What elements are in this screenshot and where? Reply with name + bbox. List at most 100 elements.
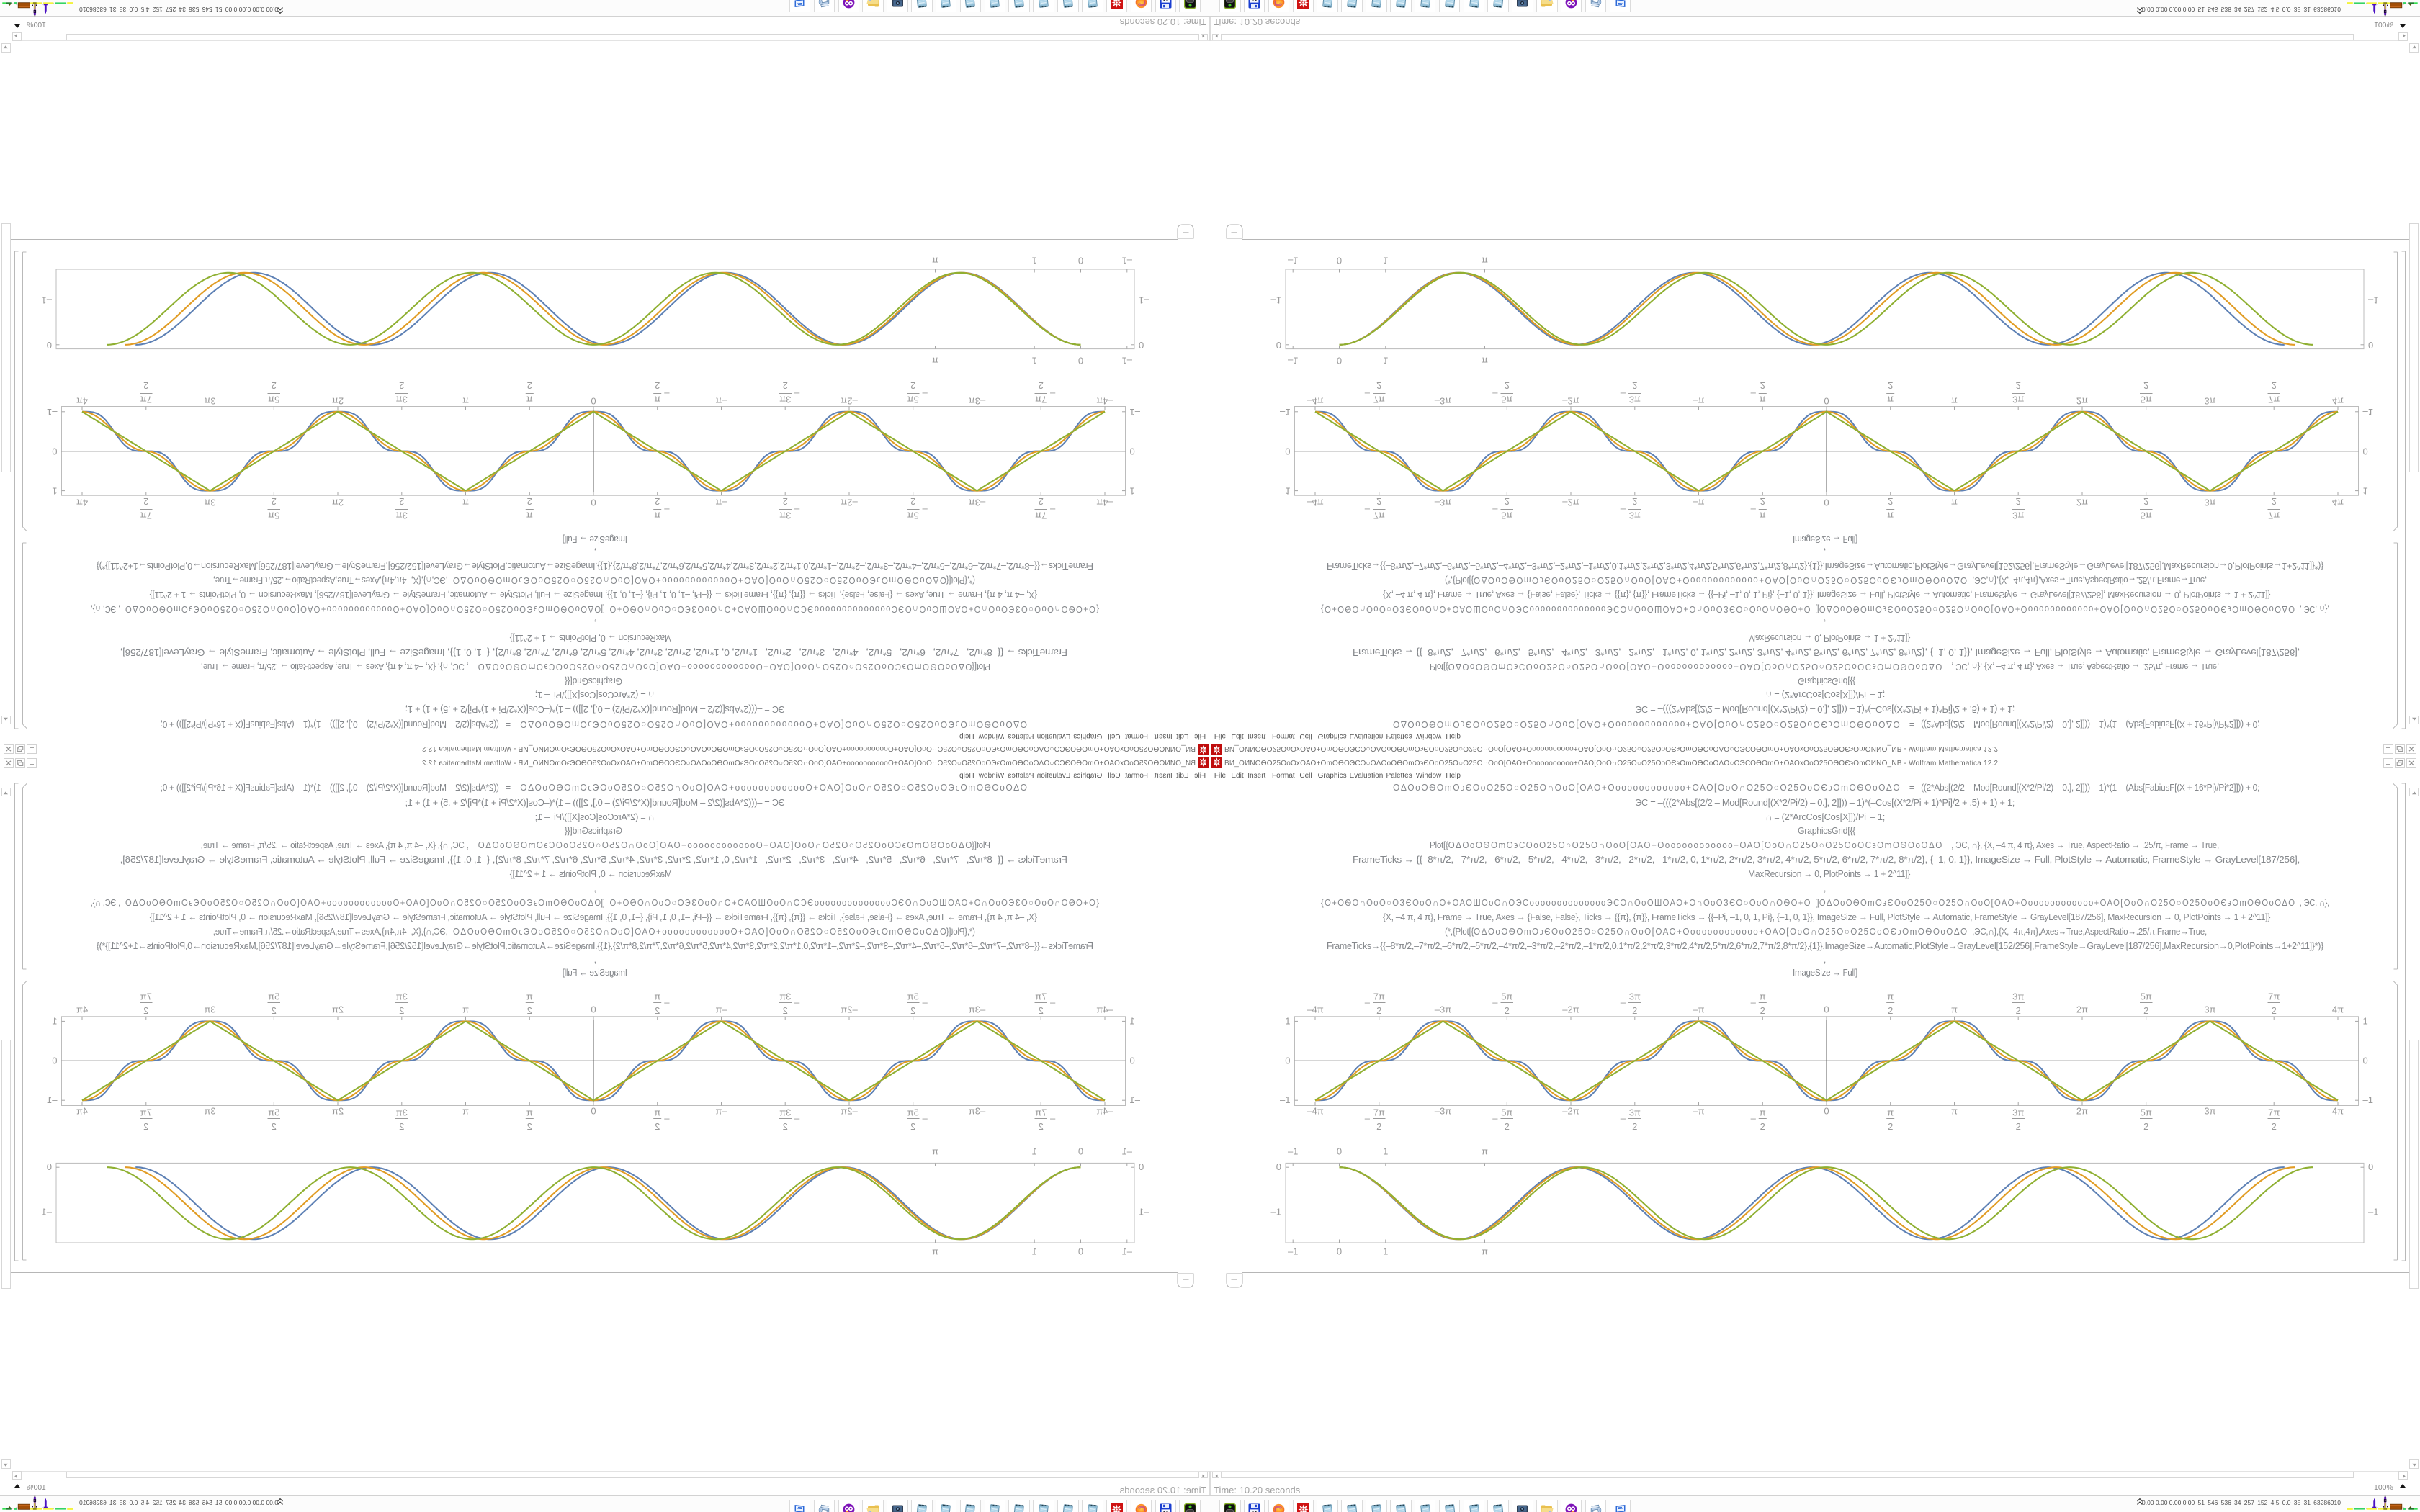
svg-text:2: 2 — [783, 1121, 788, 1132]
svg-text:7π: 7π — [140, 510, 152, 521]
svg-text:2: 2 — [143, 380, 148, 391]
svg-text:–: – — [1751, 1113, 1757, 1124]
svg-text:0: 0 — [2368, 340, 2373, 351]
svg-text:–4π: –4π — [1307, 1106, 1323, 1117]
svg-text:2: 2 — [1888, 1005, 1893, 1016]
svg-text:π: π — [932, 256, 938, 266]
svg-text:π: π — [932, 1246, 938, 1257]
svg-text:–: – — [794, 997, 799, 1008]
svg-text:4π: 4π — [76, 1004, 88, 1015]
svg-text:–: – — [1365, 997, 1371, 1008]
svg-text:3π: 3π — [2012, 991, 2024, 1002]
svg-text:π: π — [1482, 356, 1488, 366]
svg-text:–1: –1 — [1280, 1094, 1290, 1105]
svg-text:2: 2 — [655, 496, 660, 507]
svg-text:4π: 4π — [76, 396, 88, 407]
svg-text:–1: –1 — [1288, 256, 1298, 266]
svg-text:7π: 7π — [2268, 991, 2280, 1002]
svg-text:–1: –1 — [1122, 256, 1132, 266]
svg-text:–3π: –3π — [969, 396, 985, 407]
svg-text:–π: –π — [715, 1004, 727, 1015]
svg-text:3π: 3π — [2204, 1004, 2215, 1015]
svg-text:π: π — [1760, 1107, 1766, 1118]
svg-text:–: – — [1621, 1113, 1626, 1124]
svg-text:1: 1 — [1032, 356, 1037, 366]
svg-text:3π: 3π — [2204, 396, 2215, 407]
svg-text:5π: 5π — [268, 1107, 279, 1118]
svg-text:4π: 4π — [2332, 1106, 2344, 1117]
svg-text:–4π: –4π — [1096, 396, 1113, 407]
svg-text:3π: 3π — [779, 1107, 791, 1118]
svg-text:–2π: –2π — [841, 396, 857, 407]
svg-text:3π: 3π — [396, 1107, 408, 1118]
svg-text:–: – — [1492, 389, 1498, 400]
svg-text:2: 2 — [1632, 1121, 1637, 1132]
svg-text:–1: –1 — [1122, 356, 1132, 366]
svg-text:π: π — [654, 991, 660, 1002]
svg-text:–1: –1 — [2368, 295, 2378, 306]
svg-text:3π: 3π — [2012, 1107, 2024, 1118]
svg-text:π: π — [526, 395, 533, 405]
svg-text:3π: 3π — [779, 991, 791, 1002]
svg-text:0: 0 — [591, 1106, 596, 1117]
svg-text:0: 0 — [1824, 396, 1829, 407]
svg-text:–: – — [922, 505, 928, 516]
svg-text:–1: –1 — [1280, 407, 1290, 418]
svg-text:2: 2 — [1039, 496, 1044, 507]
svg-text:2: 2 — [399, 380, 404, 391]
svg-text:–: – — [1049, 505, 1055, 516]
svg-text:π: π — [1887, 991, 1894, 1002]
svg-text:1: 1 — [1032, 1246, 1037, 1257]
svg-text:–: – — [663, 997, 669, 1008]
svg-text:2: 2 — [1376, 496, 1381, 507]
svg-text:π: π — [654, 395, 660, 405]
svg-text:2: 2 — [2272, 496, 2277, 507]
svg-text:64: 64 — [1163, 1511, 1169, 1512]
svg-text:3π: 3π — [2012, 510, 2024, 521]
svg-text:–1: –1 — [1130, 1094, 1140, 1105]
svg-text:2: 2 — [1632, 496, 1637, 507]
svg-text:–: – — [794, 389, 799, 400]
svg-text:7π: 7π — [2268, 510, 2280, 521]
svg-text:2: 2 — [1376, 380, 1381, 391]
svg-text:7π: 7π — [140, 395, 152, 405]
svg-text:2: 2 — [527, 1005, 532, 1016]
svg-text:–: – — [1751, 389, 1757, 400]
svg-text:2π: 2π — [332, 1106, 344, 1117]
svg-text:–2π: –2π — [841, 498, 857, 508]
svg-text:π: π — [1760, 510, 1766, 521]
svg-text:2: 2 — [143, 1121, 148, 1132]
svg-text:2: 2 — [2272, 380, 2277, 391]
svg-text:7π: 7π — [1373, 991, 1385, 1002]
svg-text:–3π: –3π — [969, 498, 985, 508]
svg-text:2: 2 — [1760, 380, 1765, 391]
svg-text:4π: 4π — [2332, 498, 2344, 508]
svg-text:2: 2 — [783, 380, 788, 391]
svg-text:–: – — [1751, 505, 1757, 516]
svg-text:–1: –1 — [1122, 1146, 1132, 1157]
svg-text:π: π — [1760, 991, 1766, 1002]
svg-text:–3π: –3π — [969, 1004, 985, 1015]
svg-text:π: π — [1887, 1107, 1894, 1118]
svg-text:–: – — [663, 505, 669, 516]
svg-text:5π: 5π — [1501, 510, 1512, 521]
svg-text:3π: 3π — [779, 395, 791, 405]
svg-text:–π: –π — [1693, 1106, 1704, 1117]
svg-text:0: 0 — [1337, 1146, 1342, 1157]
svg-text:–1: –1 — [42, 295, 52, 306]
svg-text:2: 2 — [910, 1121, 915, 1132]
svg-text:–: – — [1492, 1113, 1498, 1124]
svg-text:4π: 4π — [2332, 396, 2344, 407]
svg-text:2: 2 — [1039, 380, 1044, 391]
svg-text:7π: 7π — [1373, 395, 1385, 405]
svg-text:2: 2 — [783, 1005, 788, 1016]
svg-text:–: – — [1365, 505, 1371, 516]
svg-text:2: 2 — [910, 1005, 915, 1016]
svg-text:64: 64 — [1252, 1511, 1258, 1512]
svg-text:–3π: –3π — [1435, 1004, 1451, 1015]
svg-text:π: π — [462, 1106, 469, 1117]
svg-text:3π: 3π — [204, 498, 215, 508]
svg-text:–1: –1 — [1271, 295, 1281, 306]
svg-text:π: π — [932, 1146, 938, 1157]
svg-text:2: 2 — [910, 380, 915, 391]
